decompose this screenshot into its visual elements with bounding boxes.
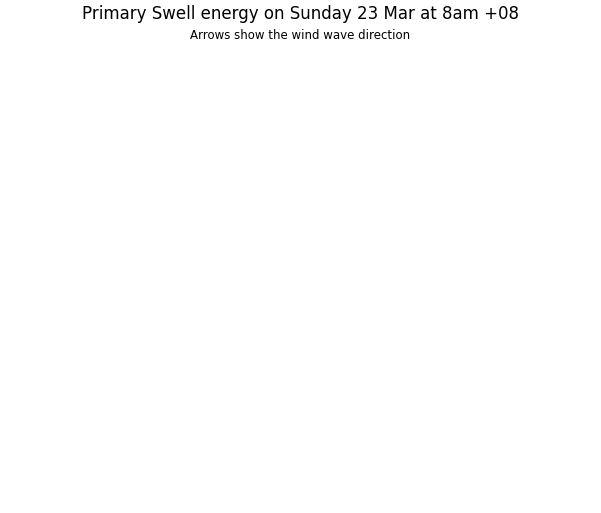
Text: cartopy required: cartopy required	[243, 270, 358, 285]
Text: Primary Swell energy on Sunday 23 Mar at 8am +08: Primary Swell energy on Sunday 23 Mar at…	[82, 5, 519, 23]
Text: Arrows show the wind wave direction: Arrows show the wind wave direction	[191, 29, 410, 42]
